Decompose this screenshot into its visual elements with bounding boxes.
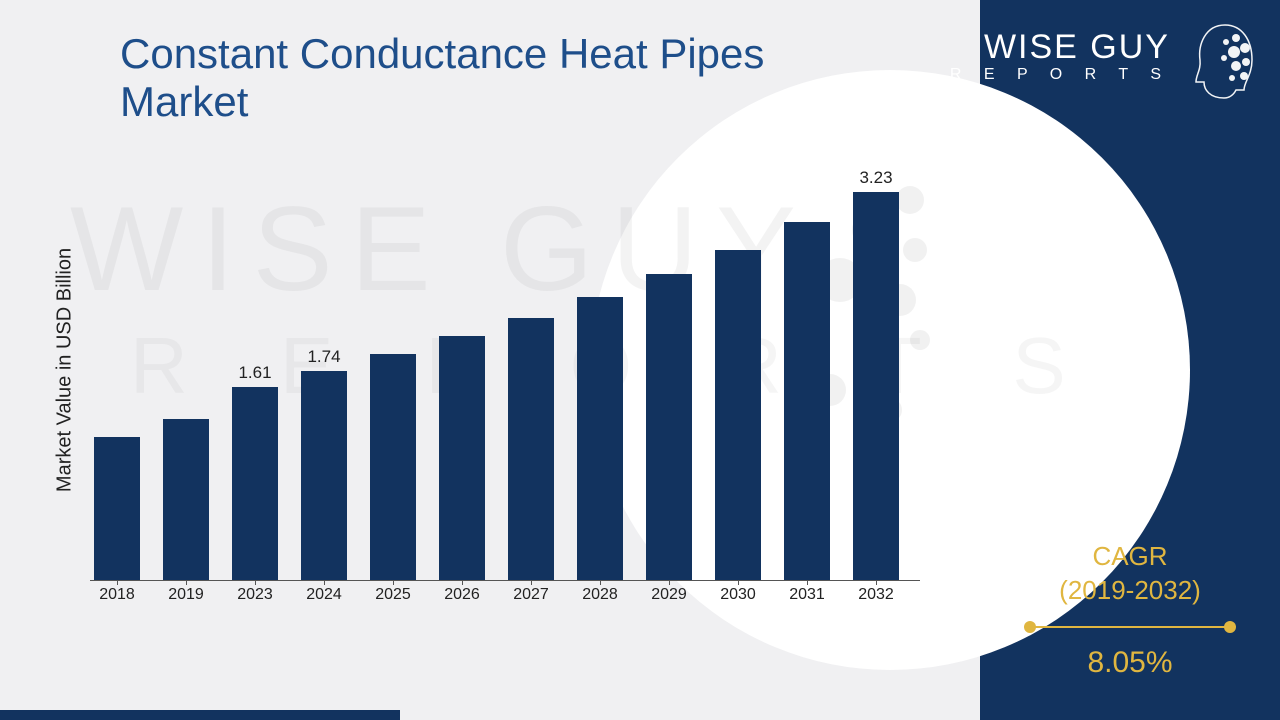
logo-main-text: WISE GUY (950, 30, 1170, 64)
cagr-dot-left-icon (1024, 621, 1036, 633)
chart-area: Market Value in USD Billion 1.61 1.74 3.23… (40, 160, 920, 620)
x-tick-mark (255, 580, 256, 585)
y-axis-label-wrap: Market Value in USD Billion (65, 160, 85, 580)
x-tick-label: 2019 (153, 586, 219, 604)
x-tick-mark (669, 580, 670, 585)
brand-logo: WISE GUY R E P O R T S (950, 30, 1170, 84)
x-tick-mark (876, 580, 877, 585)
x-tick-mark (393, 580, 394, 585)
x-tick-label: 2023 (222, 586, 288, 604)
cagr-divider-line (1030, 626, 1230, 628)
x-axis: 2018201920232024202520262027202820292030… (90, 580, 920, 610)
chart-bar (370, 354, 416, 580)
bottom-accent-bar (0, 710, 400, 720)
y-axis-label: Market Value in USD Billion (54, 248, 77, 492)
x-tick-mark (462, 580, 463, 585)
plot-region: 1.61 1.74 3.23 (90, 160, 920, 580)
cagr-label-line1: CAGR (1010, 540, 1250, 574)
chart-bar (232, 387, 278, 580)
x-tick-label: 2031 (774, 586, 840, 604)
chart-bar (715, 250, 761, 580)
logo-sub-text: R E P O R T S (950, 66, 1170, 84)
x-tick-mark (186, 580, 187, 585)
chart-bar (94, 437, 140, 580)
x-tick-label: 2025 (360, 586, 426, 604)
x-tick-label: 2032 (843, 586, 909, 604)
x-tick-label: 2026 (429, 586, 495, 604)
x-tick-mark (117, 580, 118, 585)
bar-value-label: 1.74 (293, 347, 355, 367)
chart-bar (577, 297, 623, 580)
cagr-label-line2: (2019-2032) (1010, 574, 1250, 608)
chart-bar (646, 274, 692, 580)
x-tick-label: 2018 (84, 586, 150, 604)
chart-bar (301, 371, 347, 580)
x-tick-label: 2030 (705, 586, 771, 604)
x-tick-label: 2029 (636, 586, 702, 604)
x-tick-mark (531, 580, 532, 585)
cagr-dot-right-icon (1224, 621, 1236, 633)
logo-head-icon (1190, 20, 1260, 100)
chart-bar (784, 222, 830, 580)
x-tick-mark (738, 580, 739, 585)
chart-bar (439, 336, 485, 580)
x-tick-label: 2028 (567, 586, 633, 604)
chart-bar (853, 192, 899, 580)
x-tick-mark (324, 580, 325, 585)
bar-value-label: 3.23 (845, 168, 907, 188)
cagr-value: 8.05% (1010, 646, 1250, 680)
chart-title: Constant Conductance Heat Pipes Market (120, 30, 880, 127)
chart-bar (163, 419, 209, 580)
x-tick-label: 2024 (291, 586, 357, 604)
x-tick-mark (600, 580, 601, 585)
page-root: WISE GUY R E P O R T S Constant Conducta… (0, 0, 1280, 720)
x-tick-mark (807, 580, 808, 585)
bar-value-label: 1.61 (224, 363, 286, 383)
cagr-block: CAGR (2019-2032) 8.05% (1010, 540, 1250, 680)
chart-bar (508, 318, 554, 580)
x-tick-label: 2027 (498, 586, 564, 604)
